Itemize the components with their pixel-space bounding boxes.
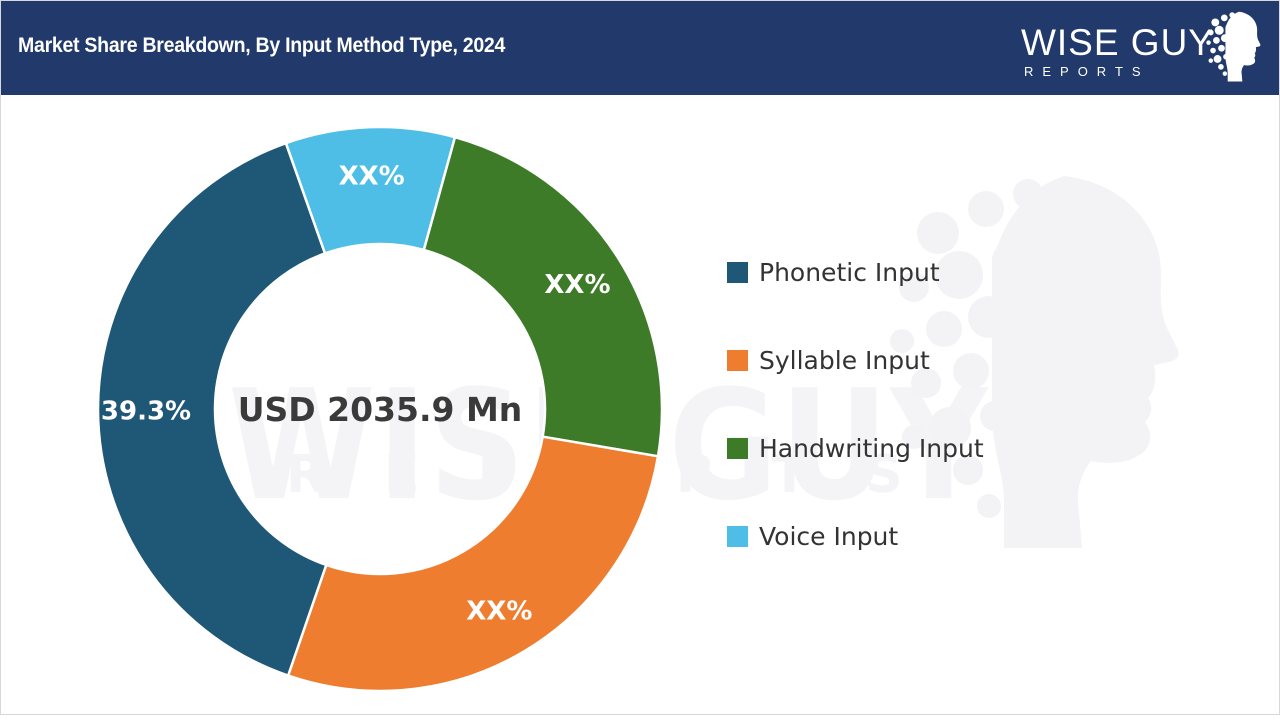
logo-head-icon (1204, 10, 1266, 86)
legend-label: Syllable Input (759, 345, 930, 375)
legend-item-voice-input: Voice Input (727, 521, 984, 551)
legend-label: Voice Input (759, 521, 899, 551)
background-watermark: WISE GUY REPORTS (0, 95, 1280, 715)
legend-swatch-voice-input (727, 525, 748, 547)
legend-item-phonetic-input: Phonetic Input (727, 257, 984, 287)
legend-swatch-phonetic-input (727, 261, 748, 283)
legend-item-syllable-input: Syllable Input (727, 345, 984, 375)
header-bar: Market Share Breakdown, By Input Method … (0, 0, 1280, 95)
legend-swatch-syllable-input (727, 349, 748, 371)
logo-wordmark: WISE GUY (1020, 22, 1214, 63)
legend-label: Handwriting Input (759, 433, 984, 463)
legend-item-handwriting-input: Handwriting Input (727, 433, 984, 463)
page-title: Market Share Breakdown, By Input Method … (18, 34, 506, 57)
legend-label: Phonetic Input (759, 257, 940, 287)
chart-legend: Phonetic Input Syllable Input Handwritin… (727, 257, 984, 609)
legend-swatch-handwriting-input (727, 437, 748, 459)
wise-guy-reports-logo: WISE GUY REPORTS (1021, 8, 1266, 86)
logo-subtext: REPORTS (1023, 64, 1150, 79)
